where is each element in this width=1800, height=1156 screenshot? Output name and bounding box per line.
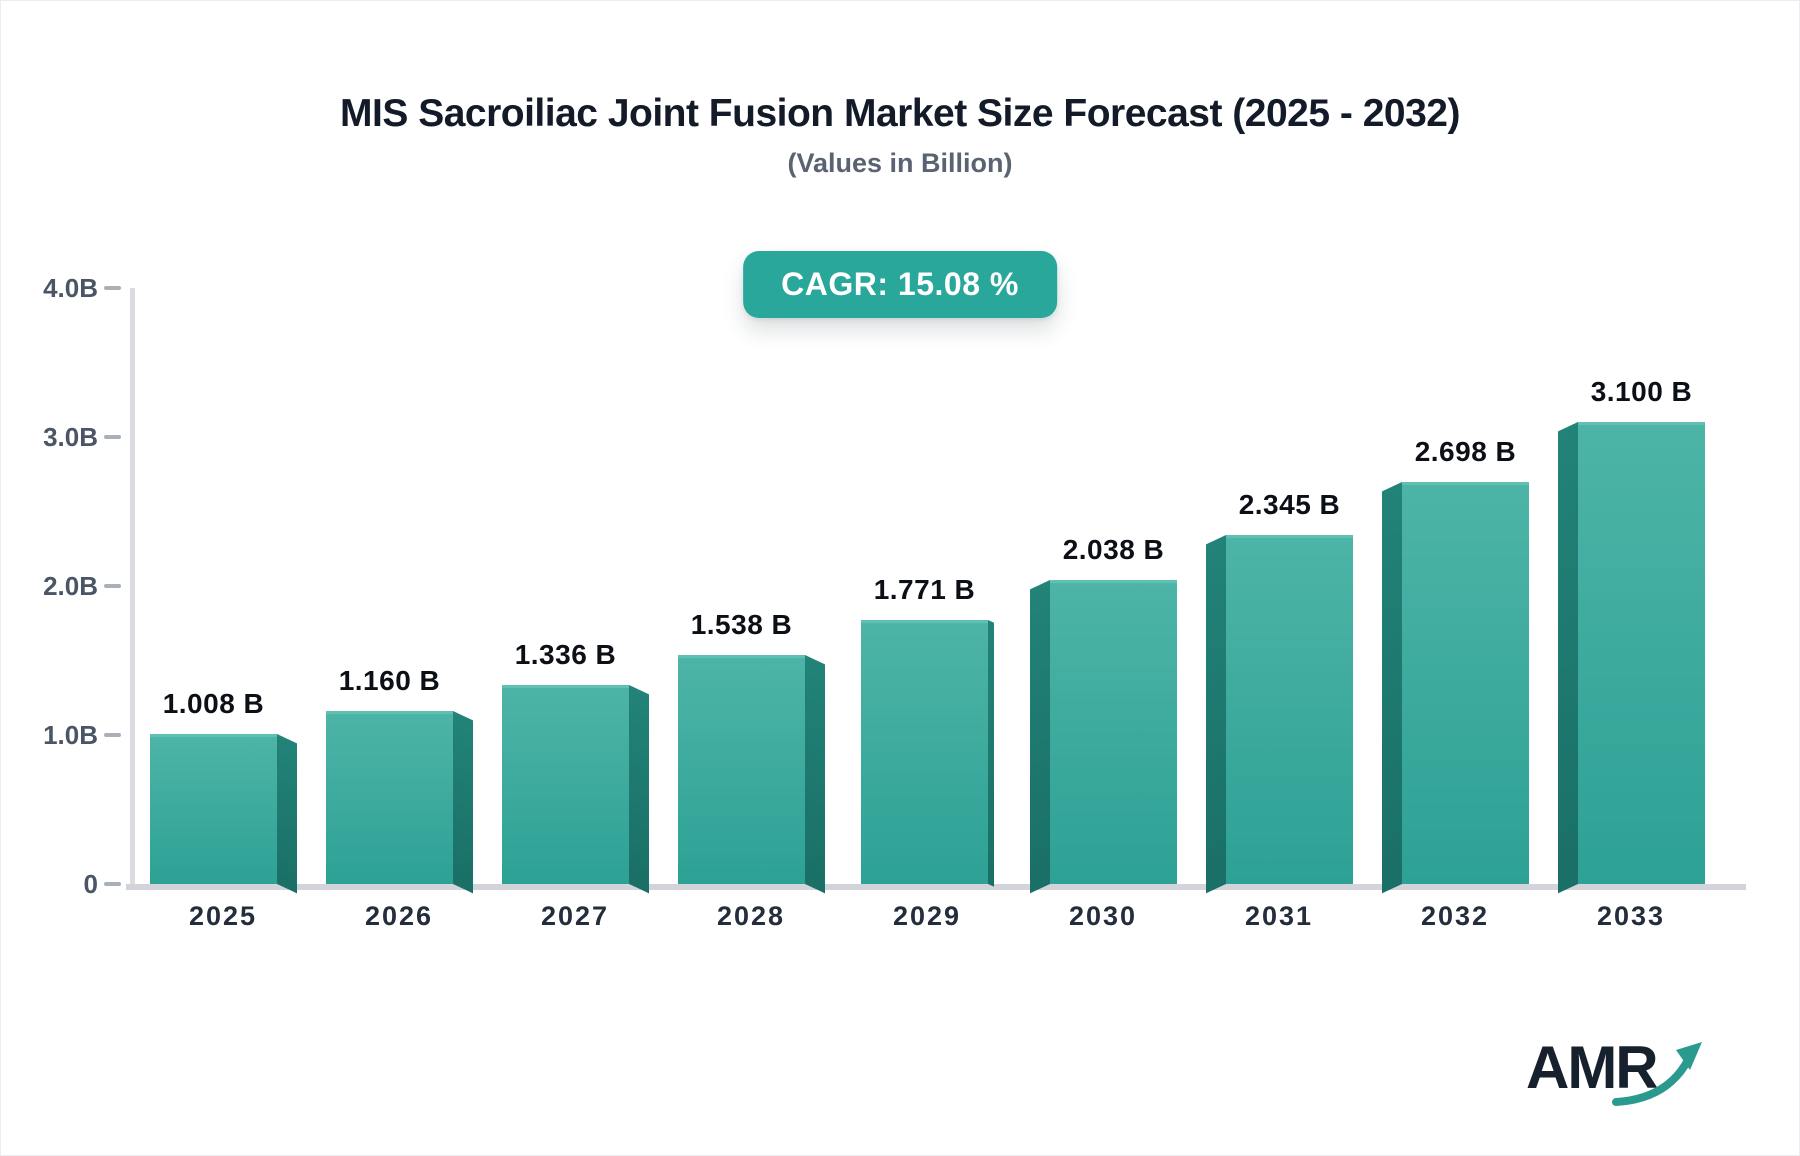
y-axis-tick	[104, 733, 121, 737]
x-axis-label: 2033	[1596, 901, 1666, 931]
y-axis-label: 1.0B	[43, 720, 98, 750]
bar-value-label: 1.008 B	[162, 688, 265, 719]
y-axis-label: 2.0B	[43, 571, 98, 601]
bar	[1226, 535, 1353, 884]
bar-value-label: 1.160 B	[338, 665, 441, 696]
bar	[1578, 422, 1705, 884]
bar-3d-side	[629, 685, 649, 894]
bar	[150, 734, 277, 884]
bar-value-label: 1.336 B	[514, 639, 617, 670]
bar	[502, 685, 629, 884]
chart-title: MIS Sacroiliac Joint Fusion Market Size …	[340, 92, 1460, 135]
x-axis-label: 2028	[716, 901, 786, 931]
bar-3d-side	[1558, 422, 1578, 894]
bar-3d-side	[988, 620, 994, 887]
bar	[1050, 580, 1177, 884]
y-axis-line	[130, 288, 135, 889]
bar	[1402, 482, 1529, 884]
x-axis-label: 2032	[1420, 901, 1490, 931]
x-axis-label: 2027	[540, 901, 610, 931]
bar	[326, 711, 453, 884]
y-axis-label: 3.0B	[43, 422, 98, 452]
amr-logo: AMR	[1526, 1034, 1702, 1106]
y-axis-tick	[104, 435, 121, 439]
bar-3d-side	[805, 655, 825, 894]
x-axis-label: 2026	[364, 901, 434, 931]
y-axis-tick	[104, 882, 121, 886]
cagr-badge: CAGR: 15.08 %	[743, 251, 1057, 318]
amr-logo-text: AMR	[1526, 1034, 1658, 1101]
amr-logo-arrowhead	[1676, 1042, 1702, 1070]
y-axis-label: 4.0B	[43, 273, 98, 303]
bar-value-label: 2.698 B	[1414, 436, 1517, 467]
bar-value-label: 2.038 B	[1062, 534, 1165, 565]
bar-value-label: 1.538 B	[690, 609, 793, 640]
x-axis-label: 2029	[892, 901, 962, 931]
y-axis-tick	[104, 584, 121, 588]
x-axis-label: 2025	[188, 901, 258, 931]
bar	[861, 620, 988, 884]
amr-logo-arrow-swoosh	[1612, 1056, 1692, 1106]
bar-3d-side	[1206, 535, 1226, 894]
chart-subtitle: (Values in Billion)	[787, 148, 1013, 178]
x-axis-label: 2031	[1244, 901, 1314, 931]
bar-3d-side	[1030, 580, 1050, 894]
bar	[678, 655, 805, 884]
bar-3d-side	[277, 734, 297, 894]
bar-3d-side	[453, 711, 473, 894]
x-axis-label: 2030	[1068, 901, 1138, 931]
bar-value-label: 2.345 B	[1238, 489, 1341, 520]
y-axis-tick	[104, 286, 121, 290]
bar-value-label: 1.771 B	[873, 574, 976, 605]
bar-3d-side	[1382, 482, 1402, 894]
bar-value-label: 3.100 B	[1590, 376, 1693, 407]
x-axis-baseline	[126, 884, 1746, 890]
y-axis-label: 0	[83, 869, 98, 899]
